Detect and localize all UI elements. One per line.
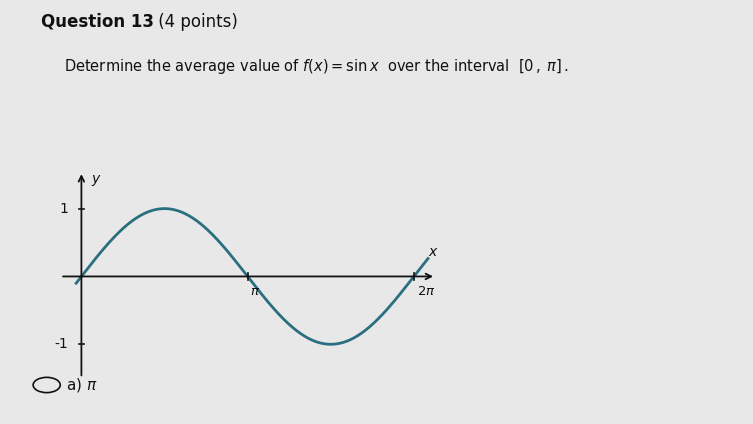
Text: 1: 1 (59, 201, 69, 216)
Text: Question 13: Question 13 (41, 13, 154, 31)
Text: $y$: $y$ (91, 173, 102, 188)
Text: Determine the average value of $f(x) = \mathrm{sin}\,x$  over the interval  $[0\: Determine the average value of $f(x) = \… (64, 57, 569, 76)
Text: $2\pi$: $2\pi$ (416, 285, 435, 298)
Text: $x$: $x$ (428, 245, 439, 259)
Text: -1: -1 (54, 337, 69, 351)
Text: a) $\pi$: a) $\pi$ (66, 376, 98, 394)
Text: (4 points): (4 points) (153, 13, 238, 31)
Text: $\pi$: $\pi$ (250, 285, 261, 298)
